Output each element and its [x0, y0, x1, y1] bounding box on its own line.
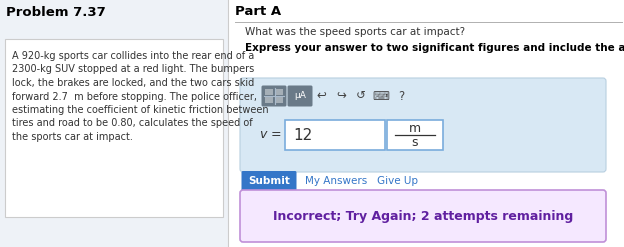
Text: $v$ =: $v$ =: [259, 128, 281, 142]
Text: Incorrect; Try Again; 2 attempts remaining: Incorrect; Try Again; 2 attempts remaini…: [273, 209, 573, 223]
Bar: [0, 0, 228, 247]
Text: Part A: Part A: [235, 5, 281, 18]
FancyBboxPatch shape: [285, 120, 385, 150]
Text: Express your answer to two significant figures and include the appropriate units: Express your answer to two significant f…: [245, 43, 624, 53]
Bar: [275, 89, 283, 95]
Text: estimating the coefficient of kinetic friction between: estimating the coefficient of kinetic fr…: [12, 105, 268, 115]
Text: ↺: ↺: [356, 89, 366, 103]
Bar: [265, 97, 273, 103]
Text: What was the speed sports car at impact?: What was the speed sports car at impact?: [245, 27, 465, 37]
Text: My Answers: My Answers: [305, 176, 368, 186]
Text: tires and road to be 0.80, calculates the speed of: tires and road to be 0.80, calculates th…: [12, 119, 253, 128]
Text: ⌨: ⌨: [373, 89, 389, 103]
Bar: [265, 89, 273, 95]
Text: forward 2.7  m before stopping. The police officer,: forward 2.7 m before stopping. The polic…: [12, 91, 257, 102]
FancyBboxPatch shape: [288, 85, 313, 106]
FancyBboxPatch shape: [387, 120, 443, 150]
Text: Problem 7.37: Problem 7.37: [6, 6, 105, 19]
Text: Give Up: Give Up: [377, 176, 418, 186]
FancyBboxPatch shape: [241, 171, 296, 191]
FancyBboxPatch shape: [5, 39, 223, 217]
FancyBboxPatch shape: [240, 190, 606, 242]
Text: ?: ?: [398, 89, 404, 103]
Bar: [275, 97, 283, 103]
Text: s: s: [412, 136, 418, 148]
Text: ↩: ↩: [316, 89, 326, 103]
Bar: [228, 0, 624, 247]
Text: the sports car at impact.: the sports car at impact.: [12, 132, 133, 142]
Text: μA: μA: [294, 91, 306, 101]
FancyBboxPatch shape: [261, 85, 286, 106]
Text: lock, the brakes are locked, and the two cars skid: lock, the brakes are locked, and the two…: [12, 78, 254, 88]
Text: Submit: Submit: [248, 176, 290, 186]
Text: 2300-kg SUV stopped at a red light. The bumpers: 2300-kg SUV stopped at a red light. The …: [12, 64, 254, 75]
Text: ↪: ↪: [336, 89, 346, 103]
Text: A 920-kg sports car collides into the rear end of a: A 920-kg sports car collides into the re…: [12, 51, 254, 61]
Text: m: m: [409, 123, 421, 136]
FancyBboxPatch shape: [240, 78, 606, 172]
Text: 12: 12: [293, 127, 312, 143]
